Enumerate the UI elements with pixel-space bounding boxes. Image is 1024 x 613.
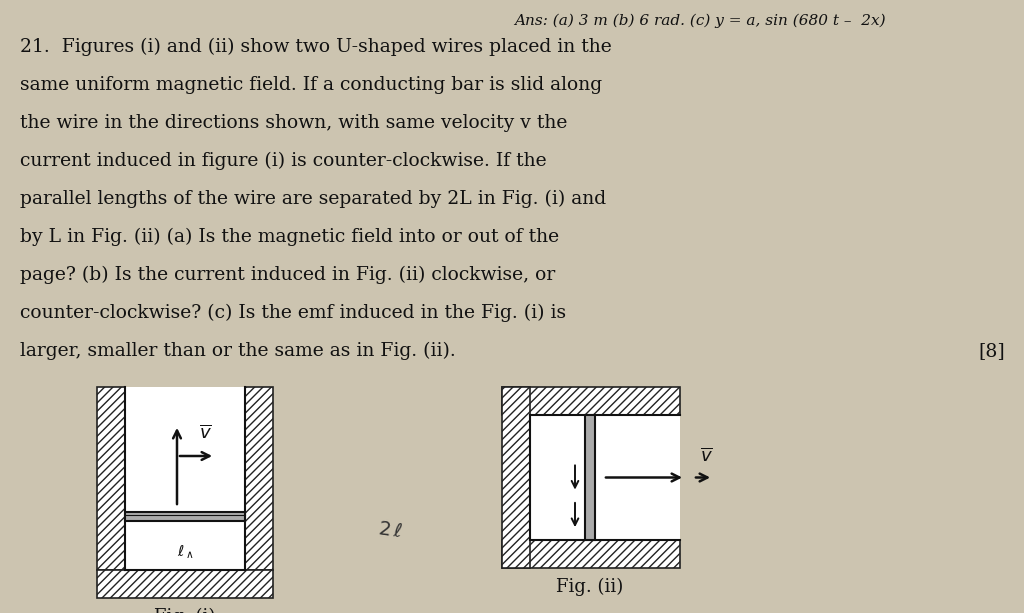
Bar [585, 415, 595, 540]
Text: the wire in the directions shown, with same velocity v the: the wire in the directions shown, with s… [20, 114, 567, 132]
Text: $\ell_\wedge$: $\ell_\wedge$ [176, 543, 194, 561]
Text: $\overline{v}$: $\overline{v}$ [199, 424, 212, 442]
Text: 21.  Figures (i) and (ii) show two U-shaped wires placed in the: 21. Figures (i) and (ii) show two U-shap… [20, 38, 611, 56]
Text: $2\,\ell$: $2\,\ell$ [377, 519, 403, 541]
Text: Fig. (ii): Fig. (ii) [556, 578, 624, 596]
Text: by L in Fig. (ii) (a) Is the magnetic field into or out of the: by L in Fig. (ii) (a) Is the magnetic fi… [20, 228, 559, 246]
Text: larger, smaller than or the same as in Fig. (ii).: larger, smaller than or the same as in F… [20, 342, 456, 360]
Bar [97, 570, 273, 598]
Bar [502, 387, 680, 415]
Text: parallel lengths of the wire are separated by 2L in Fig. (i) and: parallel lengths of the wire are separat… [20, 190, 606, 208]
Text: $\overline{v}$: $\overline{v}$ [700, 447, 713, 465]
Bar [245, 387, 273, 570]
Text: [8]: [8] [978, 342, 1005, 360]
Bar [97, 387, 125, 570]
Text: page? (b) Is the current induced in Fig. (ii) clockwise, or: page? (b) Is the current induced in Fig.… [20, 266, 555, 284]
Bar [502, 387, 530, 568]
Bar [125, 512, 245, 521]
Text: Ans: (a) 3 m (b) 6 rad. (c) y = a, sin (680 t –  2x): Ans: (a) 3 m (b) 6 rad. (c) y = a, sin (… [514, 14, 886, 28]
Bar [530, 415, 680, 540]
Bar [502, 540, 680, 568]
Text: counter-clockwise? (c) Is the emf induced in the Fig. (i) is: counter-clockwise? (c) Is the emf induce… [20, 304, 566, 322]
Bar [125, 387, 245, 570]
Text: same uniform magnetic field. If a conducting bar is slid along: same uniform magnetic field. If a conduc… [20, 76, 602, 94]
Text: Fig. (i): Fig. (i) [155, 608, 216, 613]
Text: current induced in figure (i) is counter-clockwise. If the: current induced in figure (i) is counter… [20, 152, 547, 170]
